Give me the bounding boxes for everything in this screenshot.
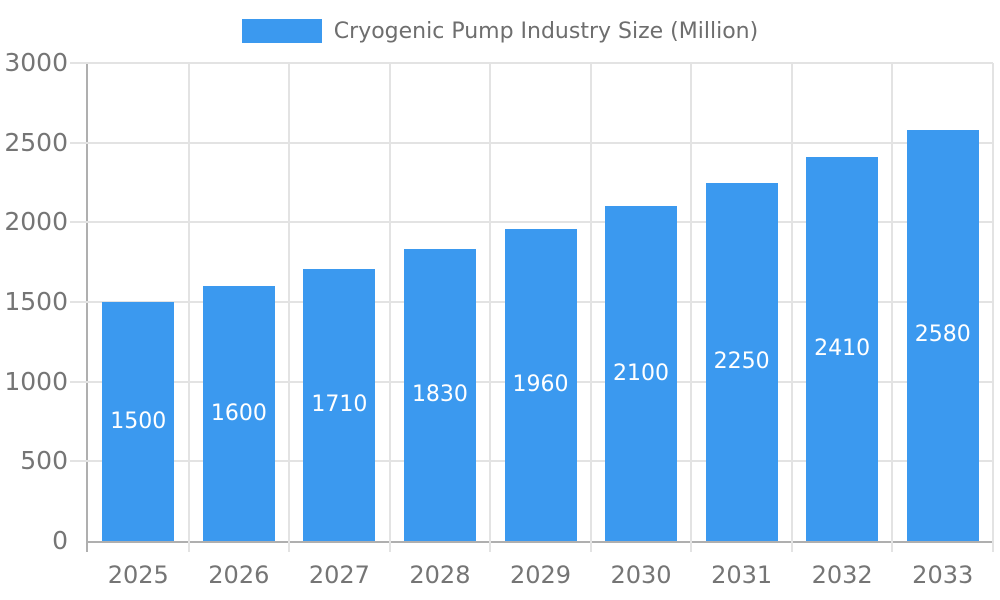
x-axis-tick-label: 2033 xyxy=(912,561,974,589)
bar-value-label: 2250 xyxy=(713,348,770,374)
bar-value-label: 1600 xyxy=(210,400,267,426)
y-axis-tick-label: 2000 xyxy=(4,207,68,237)
x-axis-tick-label: 2025 xyxy=(107,561,169,589)
y-axis-tick-label: 0 xyxy=(52,526,68,555)
bar-value-label: 1960 xyxy=(512,371,569,397)
x-axis-tick-label: 2029 xyxy=(509,561,572,589)
bar-value-label: 1830 xyxy=(411,382,468,408)
x-axis-tick xyxy=(86,543,88,552)
bar-value-label: 1500 xyxy=(110,408,167,434)
y-axis-tick-label: 500 xyxy=(20,446,68,476)
y-axis-tick-label: 1500 xyxy=(4,287,68,316)
bar-value-label: 2410 xyxy=(814,336,871,361)
y-axis-tick-label: 2500 xyxy=(4,127,68,157)
bar-2031[interactable]: 2250 xyxy=(705,182,778,541)
y-axis-tick-label: 1000 xyxy=(4,366,68,396)
vertical-gridline xyxy=(187,63,190,552)
bar-2025[interactable]: 1500 xyxy=(102,302,175,541)
y-axis-tick-label: 3000 xyxy=(4,48,68,77)
vertical-gridline xyxy=(790,63,793,552)
bar-2026[interactable]: 1600 xyxy=(202,286,275,541)
bar-2029[interactable]: 1960 xyxy=(504,228,577,541)
vertical-gridline xyxy=(891,63,894,552)
horizontal-gridline xyxy=(70,62,993,64)
bar-2030[interactable]: 2100 xyxy=(605,206,678,541)
vertical-gridline xyxy=(388,63,391,552)
plot-area: 1500 1600 1710 1830 1960 2100 2250 2410 2580 xyxy=(70,62,994,552)
x-axis-tick-label: 2026 xyxy=(208,561,270,589)
bar-value-label: 2580 xyxy=(914,322,971,348)
legend[interactable]: Cryogenic Pump Industry Size (Million) xyxy=(0,18,1000,44)
vertical-gridline xyxy=(690,63,693,552)
bar-value-label: 2100 xyxy=(613,360,670,386)
x-axis-tick-label: 2027 xyxy=(308,561,370,589)
x-axis-labels: 2025 2026 2027 2028 2029 2030 2031 2032 2033 xyxy=(88,560,993,590)
x-axis-tick-label: 2030 xyxy=(610,561,672,589)
legend-label: Cryogenic Pump Industry Size (Million) xyxy=(333,18,759,44)
bar-2027[interactable]: 1710 xyxy=(303,268,376,541)
x-axis-tick-label: 2031 xyxy=(711,561,773,589)
bar-2033[interactable]: 2580 xyxy=(906,129,979,541)
x-axis-tick-label: 2028 xyxy=(409,561,471,589)
vertical-gridline xyxy=(489,63,492,552)
legend-swatch-icon xyxy=(241,19,322,43)
vertical-gridline xyxy=(589,63,592,552)
x-axis-tick-label: 2032 xyxy=(811,561,873,589)
horizontal-gridline xyxy=(70,141,993,144)
horizontal-gridline xyxy=(70,221,993,224)
vertical-gridline xyxy=(992,63,994,552)
bar-value-label: 1710 xyxy=(311,391,368,417)
y-axis-labels: 0 500 1000 1500 2000 2500 3000 xyxy=(0,48,68,555)
bar-2028[interactable]: 1830 xyxy=(403,249,476,541)
vertical-gridline xyxy=(288,63,291,552)
bar-2032[interactable]: 2410 xyxy=(806,157,879,541)
